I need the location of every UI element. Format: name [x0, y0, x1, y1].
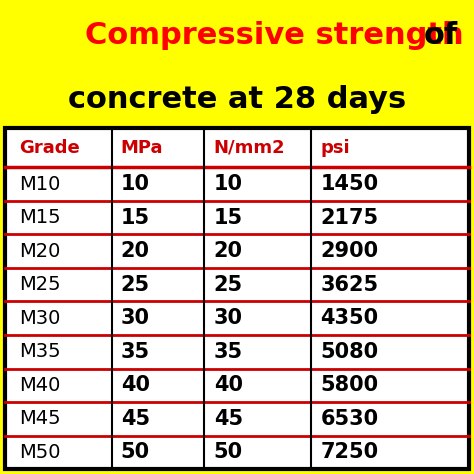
Text: M50: M50 [18, 443, 60, 462]
Text: 2175: 2175 [320, 208, 379, 228]
FancyBboxPatch shape [5, 128, 469, 469]
Text: 20: 20 [214, 241, 243, 261]
Text: 25: 25 [121, 275, 150, 295]
Text: 5800: 5800 [320, 375, 379, 395]
Text: M25: M25 [18, 275, 60, 294]
Text: 6530: 6530 [320, 409, 379, 429]
Text: M35: M35 [18, 342, 60, 361]
Text: 1450: 1450 [320, 174, 379, 194]
Text: MPa: MPa [121, 138, 164, 156]
Text: Grade: Grade [18, 138, 80, 156]
Text: 35: 35 [121, 342, 150, 362]
Text: concrete at 28 days: concrete at 28 days [68, 85, 406, 114]
Text: M40: M40 [18, 376, 60, 395]
Text: 2900: 2900 [320, 241, 379, 261]
Text: 25: 25 [214, 275, 243, 295]
Text: 4350: 4350 [320, 308, 379, 328]
Text: 7250: 7250 [320, 443, 379, 463]
Text: 30: 30 [214, 308, 243, 328]
Text: 10: 10 [121, 174, 150, 194]
Text: 50: 50 [214, 443, 243, 463]
Text: 40: 40 [214, 375, 243, 395]
Text: M20: M20 [18, 242, 60, 261]
Text: 50: 50 [121, 443, 150, 463]
Text: 3625: 3625 [320, 275, 379, 295]
Text: of: of [424, 21, 458, 50]
Text: 15: 15 [121, 208, 150, 228]
Text: 30: 30 [121, 308, 150, 328]
Text: M10: M10 [18, 174, 60, 193]
Text: M30: M30 [18, 309, 60, 328]
Text: 45: 45 [214, 409, 243, 429]
Text: M45: M45 [18, 410, 60, 428]
Text: 20: 20 [121, 241, 150, 261]
Text: M15: M15 [18, 208, 60, 227]
Text: N/mm2: N/mm2 [214, 138, 285, 156]
Text: 15: 15 [214, 208, 243, 228]
Text: 35: 35 [214, 342, 243, 362]
Text: 5080: 5080 [320, 342, 379, 362]
Text: Compressive strength: Compressive strength [85, 21, 464, 50]
Text: 45: 45 [121, 409, 150, 429]
Text: 10: 10 [214, 174, 243, 194]
Text: psi: psi [320, 138, 350, 156]
Text: 40: 40 [121, 375, 150, 395]
